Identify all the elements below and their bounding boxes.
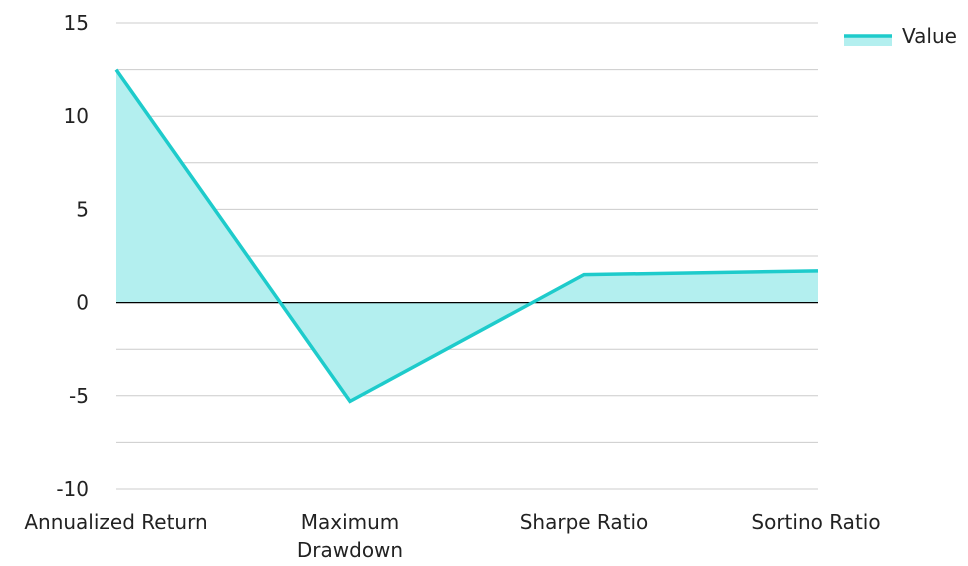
x-tick-label: Sortino Ratio <box>751 510 880 534</box>
y-tick-label: 10 <box>64 104 89 128</box>
y-tick-label: -5 <box>69 384 89 408</box>
x-tick-label: Sharpe Ratio <box>520 510 649 534</box>
y-tick-label: 15 <box>64 11 89 35</box>
x-tick-label: Annualized Return <box>24 510 207 534</box>
series-area-value <box>116 70 818 402</box>
legend: Value <box>844 24 957 48</box>
y-tick-label: -10 <box>56 477 89 501</box>
legend-label: Value <box>902 24 957 48</box>
area-layer <box>116 70 818 402</box>
y-tick-label: 0 <box>76 291 89 315</box>
y-tick-label: 5 <box>76 197 89 221</box>
